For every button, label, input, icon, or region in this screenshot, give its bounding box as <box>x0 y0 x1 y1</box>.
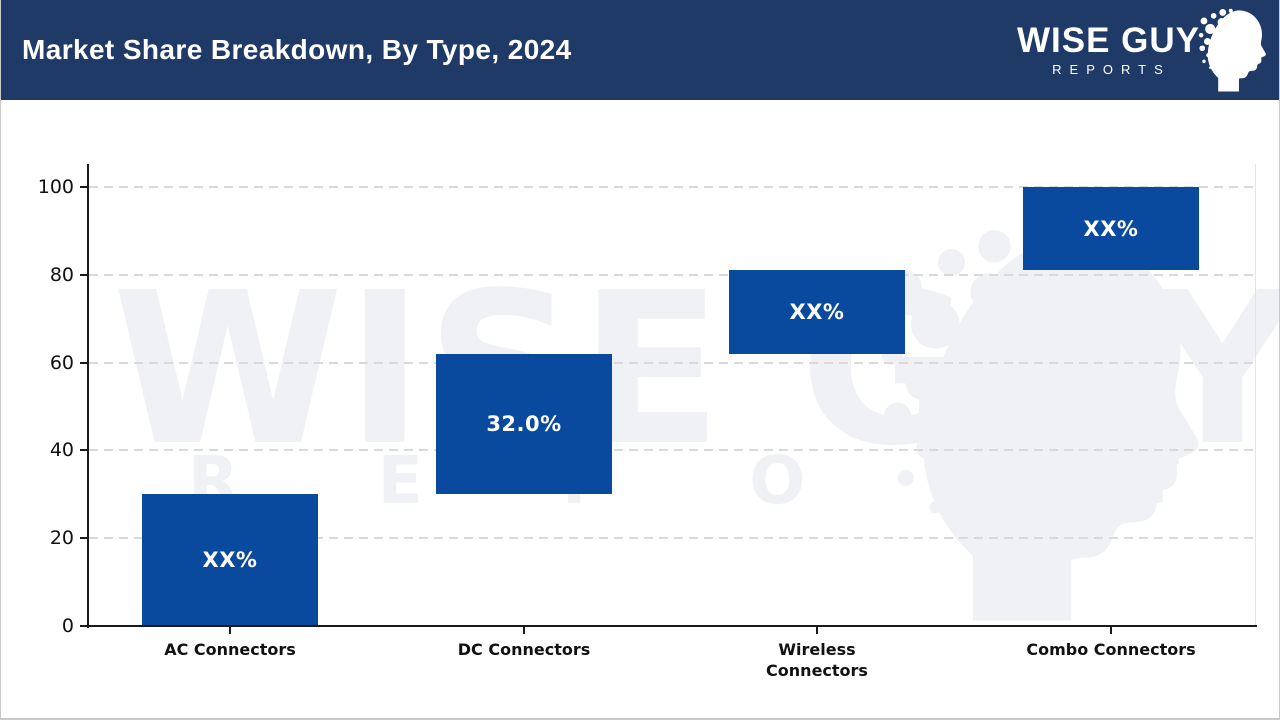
logo-text-reports: REPORTS <box>1052 62 1171 77</box>
y-tick-label: 40 <box>49 439 74 462</box>
y-tick-mark <box>80 186 88 188</box>
x-tick-mark <box>816 627 818 634</box>
x-tick-mark <box>1110 627 1112 634</box>
bar-value-label: XX% <box>789 300 845 325</box>
bar-dc-connectors: 32.0% <box>436 353 612 495</box>
y-tick-mark <box>80 625 88 627</box>
y-tick-label: 0 <box>61 615 74 637</box>
bar-value-label: XX% <box>1083 216 1139 241</box>
y-axis-line <box>87 164 89 628</box>
x-axis-line <box>87 625 1257 627</box>
x-tick-mark <box>229 627 231 634</box>
header: Market Share Breakdown, By Type, 2024 WI… <box>0 0 1280 100</box>
bar-wireless-connectors: XX% <box>729 270 905 354</box>
y-tick-label: 60 <box>49 351 74 374</box>
y-tick-mark <box>80 537 88 540</box>
category-label: Combo Connectors <box>1026 640 1196 659</box>
gridline-20 <box>89 537 1256 540</box>
y-tick-label: 20 <box>49 527 74 550</box>
plot-right-spine <box>1255 164 1256 626</box>
x-tick-mark <box>523 627 525 634</box>
bar-ac-connectors: XX% <box>142 494 318 626</box>
y-tick-label: 100 <box>37 176 74 198</box>
bar-combo-connectors: XX% <box>1023 187 1199 271</box>
y-tick-mark <box>80 361 88 364</box>
y-tick-mark <box>80 449 88 452</box>
gridline-60 <box>89 361 1256 364</box>
category-label: DC Connectors <box>457 640 591 659</box>
y-tick-mark <box>80 273 88 276</box>
gridline-80 <box>89 273 1256 276</box>
gridline-100 <box>89 186 1256 188</box>
bar-value-label: XX% <box>202 548 258 573</box>
logo-text-wise-guy: WISE GUY <box>1016 21 1200 60</box>
page-title: Market Share Breakdown, By Type, 2024 <box>22 34 572 65</box>
wise-guy-head-icon <box>1198 8 1266 92</box>
gridline-40 <box>89 449 1256 452</box>
wise-guy-logo: WISE GUY REPORTS <box>1017 7 1270 93</box>
y-tick-label: 80 <box>49 263 74 286</box>
logo-wordmark: WISE GUY REPORTS <box>1017 23 1200 77</box>
category-label: AC Connectors <box>164 640 296 659</box>
category-label: Wireless Connectors <box>766 640 868 680</box>
bar-value-label: 32.0% <box>486 412 562 437</box>
